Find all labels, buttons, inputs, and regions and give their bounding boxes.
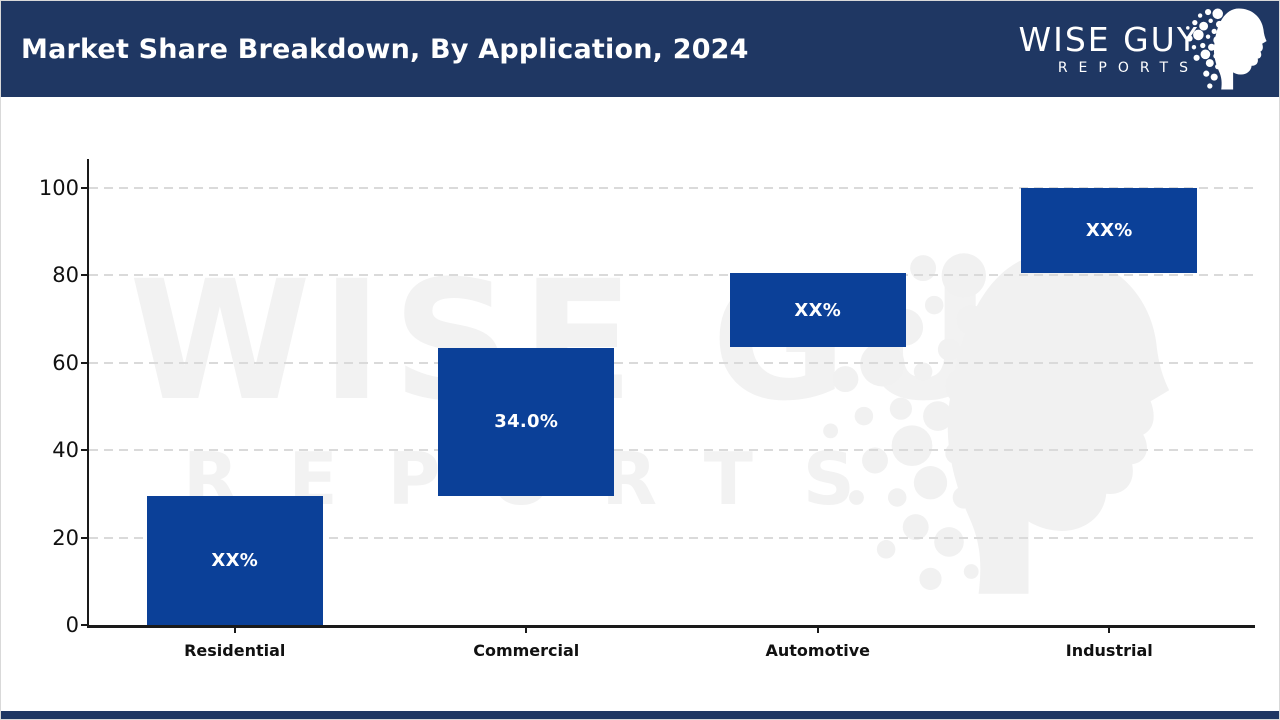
y-tick-label: 20 xyxy=(52,525,79,550)
x-tick-mark xyxy=(233,625,236,633)
gridline xyxy=(89,187,1255,189)
watermark-head-logo xyxy=(823,253,1170,594)
y-tick-mark xyxy=(81,624,89,626)
x-axis-label: Residential xyxy=(184,641,286,660)
y-tick-label: 0 xyxy=(65,613,79,637)
gridline xyxy=(89,536,1255,539)
x-tick-mark xyxy=(1108,625,1111,633)
x-axis-label: Automotive xyxy=(765,641,871,660)
x-axis-line xyxy=(87,625,1255,628)
bar-value-label: XX% xyxy=(794,299,842,321)
y-tick-label: 80 xyxy=(52,263,79,288)
page-title: Market Share Breakdown, By Application, … xyxy=(21,33,749,65)
y-tick-mark xyxy=(81,361,89,364)
bar-value-label: XX% xyxy=(1085,220,1133,242)
y-tick-mark xyxy=(81,536,89,539)
y-axis-line xyxy=(87,159,89,627)
logo-text: WISE GUY REPORTS xyxy=(1018,23,1199,76)
y-tick-mark xyxy=(81,449,89,452)
bar-residential: XX% xyxy=(146,496,323,625)
bar-value-label: XX% xyxy=(211,550,259,572)
y-tick-label: 40 xyxy=(52,438,79,463)
y-tick-mark xyxy=(81,274,89,277)
x-tick-mark xyxy=(816,625,819,633)
logo-subtitle: REPORTS xyxy=(1057,59,1199,76)
wise-guy-reports-logo: WISE GUY REPORTS xyxy=(1018,5,1267,93)
y-tick-label: 100 xyxy=(38,176,79,200)
logo-wordmark: WISE GUY xyxy=(1018,19,1199,59)
x-axis-label: Industrial xyxy=(1065,641,1153,660)
y-tick-mark xyxy=(81,187,89,189)
bar-value-label: 34.0% xyxy=(494,411,559,433)
x-tick-mark xyxy=(525,625,528,633)
logo-head-icon xyxy=(1186,8,1267,90)
y-tick-label: 60 xyxy=(52,350,79,375)
gridline xyxy=(89,361,1255,364)
bar-industrial: XX% xyxy=(1021,188,1198,274)
gridline xyxy=(89,449,1255,452)
bar-automotive: XX% xyxy=(729,273,906,348)
header-bar: Market Share Breakdown, By Application, … xyxy=(1,1,1279,97)
bar-commercial: 34.0% xyxy=(438,347,615,497)
x-axis-label: Commercial xyxy=(473,641,580,660)
gridline xyxy=(89,274,1255,277)
footer-bar xyxy=(1,711,1279,719)
